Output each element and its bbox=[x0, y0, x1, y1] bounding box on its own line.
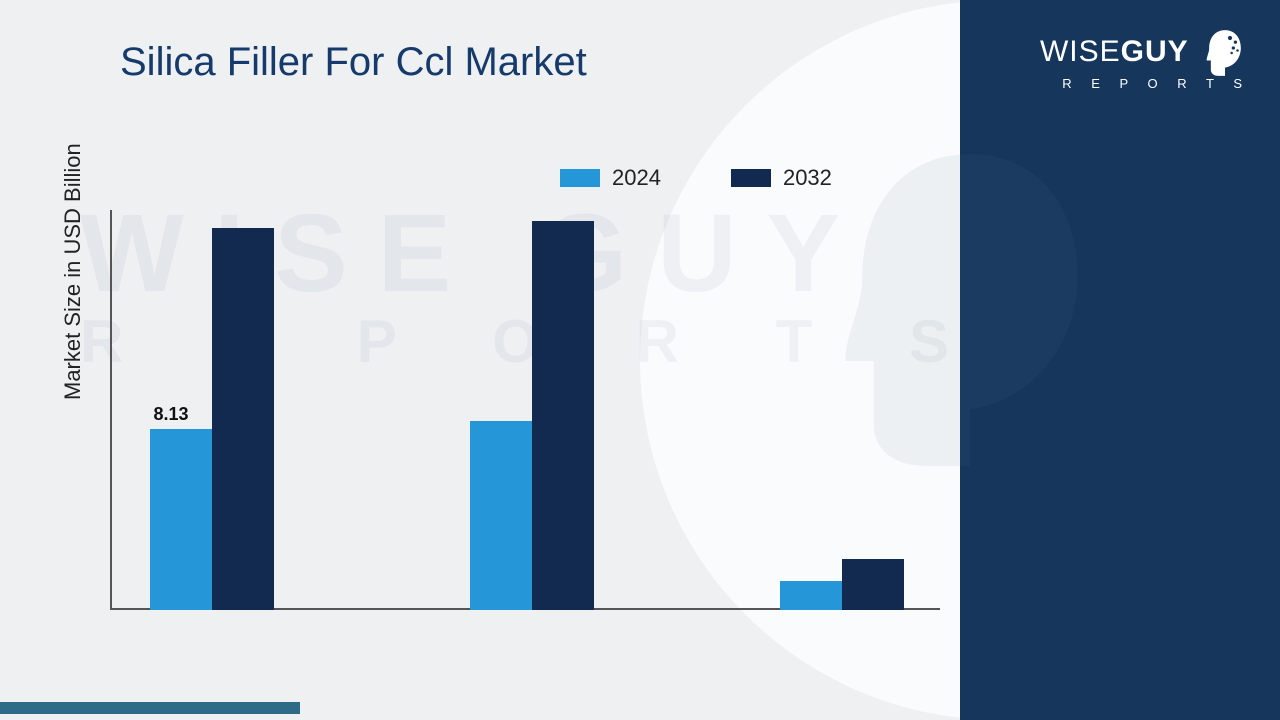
legend-label-2032: 2032 bbox=[783, 165, 832, 191]
decorative-bottom-bar bbox=[0, 702, 300, 714]
bar-2032 bbox=[532, 221, 594, 610]
head-icon bbox=[1200, 28, 1250, 78]
legend-swatch-2032 bbox=[731, 169, 771, 187]
logo-text-2: GUY bbox=[1121, 35, 1189, 68]
y-axis-label: Market Size in USD Billion bbox=[60, 143, 86, 400]
y-axis-line bbox=[110, 210, 112, 610]
bar-2024 bbox=[150, 429, 212, 610]
logo-subtext: R E P O R T S bbox=[1040, 76, 1250, 91]
legend-label-2024: 2024 bbox=[612, 165, 661, 191]
brand-logo: WISEGUY R E P O R T S bbox=[1040, 28, 1250, 91]
bar-2032 bbox=[842, 559, 904, 610]
bar-value-label: 8.13 bbox=[130, 404, 212, 425]
bar-2024 bbox=[470, 421, 532, 610]
bar-2024 bbox=[780, 581, 842, 610]
plot-area: 8.13CrystallineSilicaAmorphousSilicaFume… bbox=[110, 210, 940, 610]
legend-item-2032: 2032 bbox=[731, 165, 832, 191]
logo-text-1: WISE bbox=[1040, 35, 1121, 68]
chart-canvas: WISE GUY R E P O R T S Silica Filler For … bbox=[0, 0, 1280, 720]
legend: 2024 2032 bbox=[560, 165, 832, 191]
chart-title: Silica Filler For Ccl Market bbox=[120, 40, 587, 85]
legend-item-2024: 2024 bbox=[560, 165, 661, 191]
right-panel bbox=[960, 0, 1280, 720]
legend-swatch-2024 bbox=[560, 169, 600, 187]
bar-2032 bbox=[212, 228, 274, 610]
